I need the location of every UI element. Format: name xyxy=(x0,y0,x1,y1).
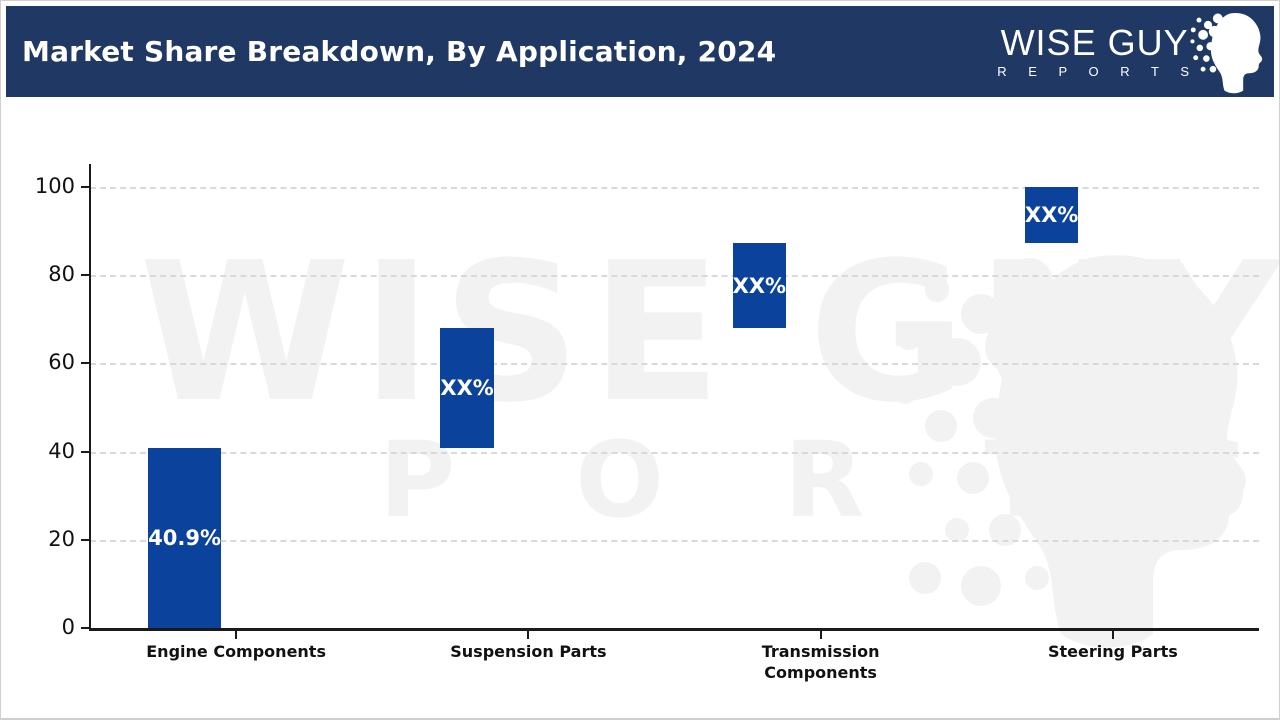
x-axis-tick xyxy=(235,631,238,639)
category-label: Engine Components xyxy=(90,642,382,663)
logo-face-icon xyxy=(1190,12,1263,93)
bar-value-label: 40.9% xyxy=(148,525,221,550)
category-label: Steering Parts xyxy=(967,642,1259,663)
bar-segment: XX% xyxy=(732,243,787,329)
brand-logo: WISE GUY R E P O R T S xyxy=(991,7,1274,97)
y-axis-tick-label: 40 xyxy=(48,438,75,463)
chart-canvas: WISE GUY P O R T S 0 20 40 60 80 100 40.9% Engi… xyxy=(1,98,1279,718)
logo-wordmark-line1: WISE GUY xyxy=(1000,21,1189,63)
header: Market Share Breakdown, By Application, … xyxy=(6,6,1274,97)
page-title: Market Share Breakdown, By Application, … xyxy=(22,35,777,68)
category-label: Transmission Components xyxy=(675,642,967,684)
bar-segment: XX% xyxy=(440,328,494,448)
y-axis-tick xyxy=(81,450,90,453)
y-axis-tick-label: 100 xyxy=(34,174,75,198)
gridline xyxy=(90,363,1259,366)
category-label-text: Transmission Components xyxy=(761,642,880,682)
bar-value-label: XX% xyxy=(1024,203,1079,227)
x-axis-tick xyxy=(1111,631,1114,639)
y-axis-tick xyxy=(81,186,90,188)
gridline xyxy=(90,187,1259,189)
y-axis-tick xyxy=(81,627,90,629)
x-axis-tick xyxy=(819,631,822,639)
y-axis-tick-label: 80 xyxy=(48,262,75,287)
category-label-text: Engine Components xyxy=(146,642,326,661)
y-axis-tick-label: 60 xyxy=(48,350,75,375)
y-axis-line xyxy=(89,164,91,631)
bar-segment: 40.9% xyxy=(148,447,221,628)
bar-segment: XX% xyxy=(1024,187,1079,243)
logo-wordmark-line2: R E P O R T S xyxy=(997,63,1198,79)
logo-wordmark: WISE GUY R E P O R T S xyxy=(991,21,1198,79)
y-axis-tick xyxy=(81,362,90,365)
gridline xyxy=(90,539,1259,542)
y-axis-tick-label: 0 xyxy=(61,615,75,639)
y-axis-tick xyxy=(81,274,90,277)
x-axis-tick xyxy=(527,631,530,639)
y-axis-tick xyxy=(81,538,90,541)
x-axis-line xyxy=(89,628,1259,631)
gridline xyxy=(90,275,1259,278)
bar-value-label: XX% xyxy=(440,375,494,400)
gridline xyxy=(90,451,1259,454)
category-label-text: Steering Parts xyxy=(1047,642,1178,661)
watermark-face-icon xyxy=(895,255,1246,648)
category-label-text: Suspension Parts xyxy=(450,642,607,661)
y-axis-tick-label: 20 xyxy=(48,526,75,551)
category-label: Suspension Parts xyxy=(382,642,674,663)
bar-value-label: XX% xyxy=(732,273,787,298)
